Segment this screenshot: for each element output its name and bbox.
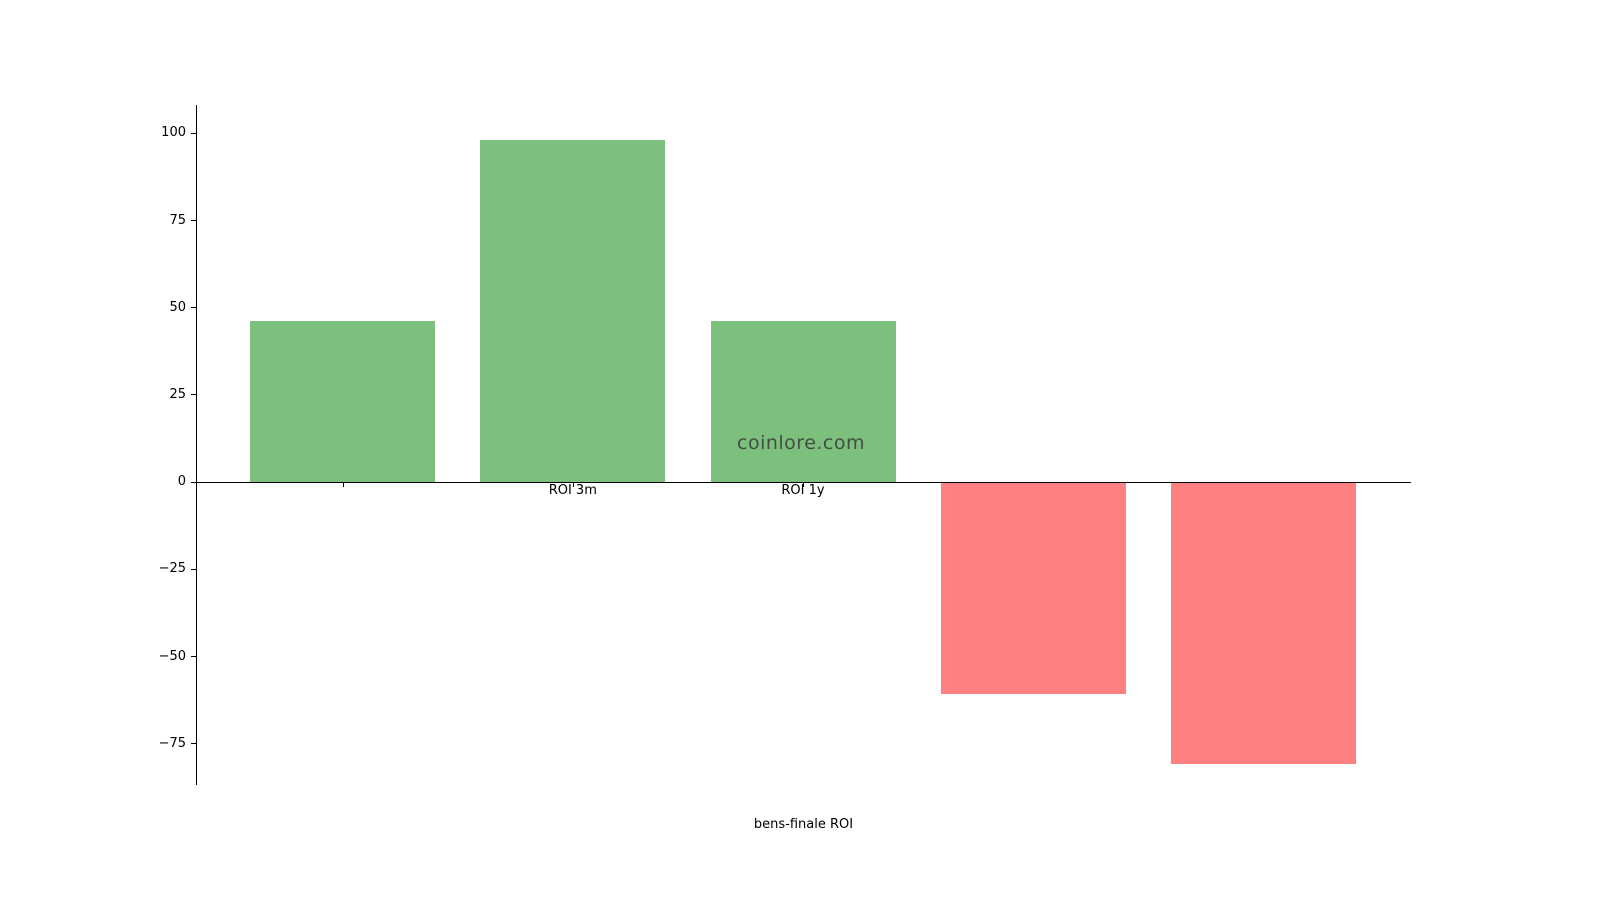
y-tick-mark-75: [191, 220, 196, 222]
y-tick-mark--25: [191, 568, 196, 570]
y-tick-label--50: −50: [158, 648, 186, 664]
x-tick-mark-2: [572, 481, 574, 487]
y-tick-mark-25: [191, 394, 196, 396]
x-tick-mark-3: [803, 481, 804, 487]
y-tick-label-0: 0: [177, 474, 186, 490]
y-tick-label-50: 50: [169, 299, 186, 315]
y-tick-mark--75: [191, 743, 196, 745]
y-tick-label-100: 100: [161, 125, 186, 141]
y-tick-label--75: −75: [158, 735, 186, 751]
y-tick-label-75: 75: [169, 212, 186, 228]
y-tick-mark-100: [191, 132, 196, 134]
bar-1: [250, 321, 435, 482]
bar-3: [710, 321, 896, 482]
x-tick-label-roi-3m: ROI 3m: [548, 482, 597, 498]
y-tick-label-25: 25: [169, 386, 186, 402]
y-tick-mark--50: [191, 656, 196, 657]
bar-2: [480, 139, 666, 482]
x-tick-label-roi-1y: ROI 1y: [781, 482, 825, 498]
y-tick-label--25: −25: [158, 561, 186, 577]
x-tick-mark-1: [342, 481, 344, 487]
coinlore-watermark: coinlore.com: [737, 432, 865, 454]
y-axis-spine: [196, 105, 197, 785]
bar-4: [940, 481, 1126, 695]
bar-5: [1171, 481, 1356, 765]
x-axis-zero-line: [196, 481, 1411, 483]
x-axis-title: bens-finale ROI: [753, 817, 854, 832]
y-tick-mark-0: [191, 481, 196, 483]
y-tick-mark-50: [191, 307, 196, 309]
